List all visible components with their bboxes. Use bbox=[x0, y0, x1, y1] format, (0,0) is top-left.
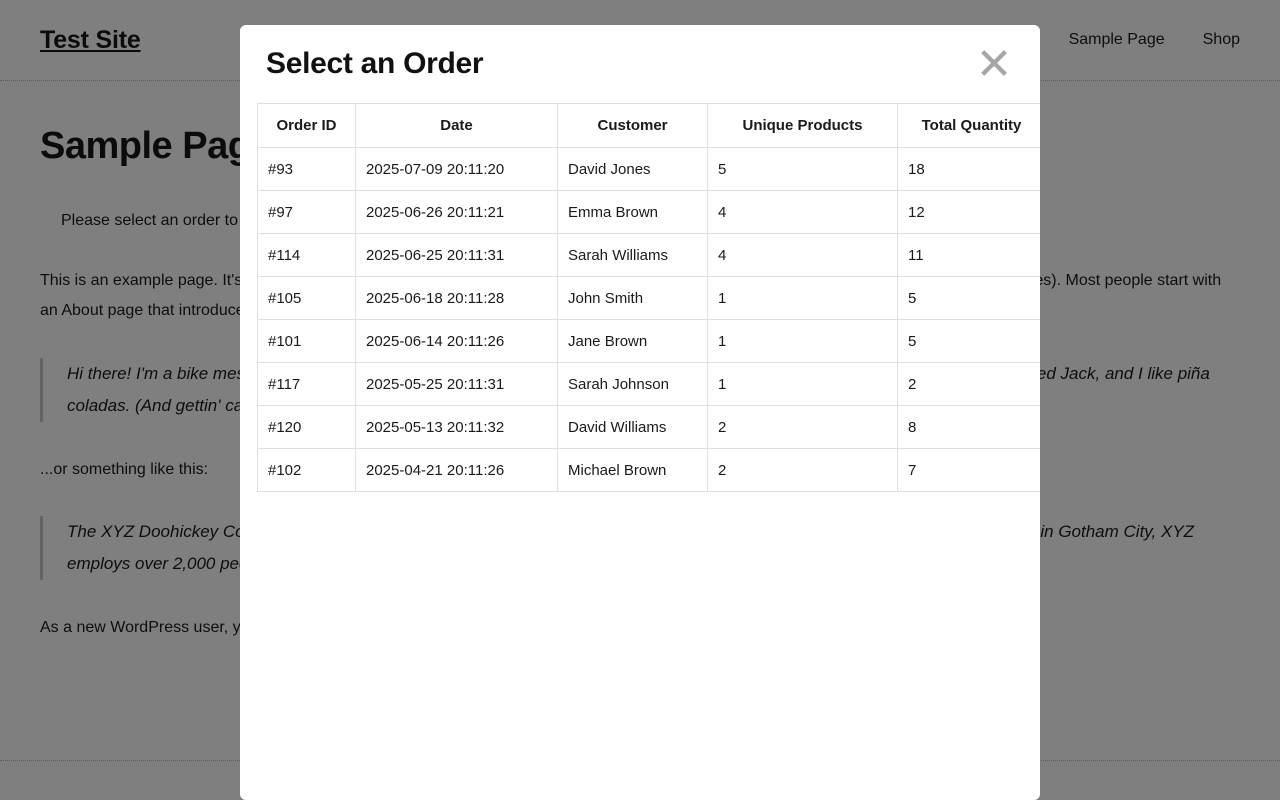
table-row[interactable]: #93 2025-07-09 20:11:20 David Jones 5 18 bbox=[257, 147, 1040, 191]
cell-total-quantity: 7 bbox=[897, 448, 1040, 492]
cell-date: 2025-06-26 20:11:21 bbox=[355, 190, 558, 234]
cell-order-id: #102 bbox=[257, 448, 356, 492]
orders-table-body: #93 2025-07-09 20:11:20 David Jones 5 18 #97 2… bbox=[257, 147, 1040, 492]
cell-total-quantity: 12 bbox=[897, 190, 1040, 234]
cell-customer: Emma Brown bbox=[557, 190, 708, 234]
cell-order-id: #105 bbox=[257, 276, 356, 320]
cell-customer: Michael Brown bbox=[557, 448, 708, 492]
cell-customer: Sarah Johnson bbox=[557, 362, 708, 406]
cell-unique-products: 2 bbox=[707, 448, 898, 492]
column-header-date[interactable]: Date bbox=[355, 103, 558, 148]
cell-unique-products: 1 bbox=[707, 276, 898, 320]
cell-unique-products: 4 bbox=[707, 233, 898, 277]
cell-order-id: #101 bbox=[257, 319, 356, 363]
table-row[interactable]: #117 2025-05-25 20:11:31 Sarah Johnson 1 2 bbox=[257, 362, 1040, 406]
cell-order-id: #97 bbox=[257, 190, 356, 234]
cell-unique-products: 2 bbox=[707, 405, 898, 449]
cell-total-quantity: 5 bbox=[897, 319, 1040, 363]
table-row[interactable]: #102 2025-04-21 20:11:26 Michael Brown 2 7 bbox=[257, 448, 1040, 492]
cell-customer: David Williams bbox=[557, 405, 708, 449]
orders-table-head: Order ID Date Customer Unique Products T… bbox=[257, 103, 1040, 148]
cell-unique-products: 1 bbox=[707, 319, 898, 363]
cell-date: 2025-04-21 20:11:26 bbox=[355, 448, 558, 492]
cell-date: 2025-05-25 20:11:31 bbox=[355, 362, 558, 406]
orders-table-wrapper: Order ID Date Customer Unique Products T… bbox=[240, 103, 1040, 492]
cell-date: 2025-05-13 20:11:32 bbox=[355, 405, 558, 449]
cell-total-quantity: 8 bbox=[897, 405, 1040, 449]
cell-customer: Sarah Williams bbox=[557, 233, 708, 277]
cell-customer: Jane Brown bbox=[557, 319, 708, 363]
column-header-order-id[interactable]: Order ID bbox=[257, 103, 356, 148]
table-row[interactable]: #114 2025-06-25 20:11:31 Sarah Williams 4 11 bbox=[257, 233, 1040, 277]
orders-table: Order ID Date Customer Unique Products T… bbox=[257, 103, 1040, 492]
column-header-unique-products[interactable]: Unique Products bbox=[707, 103, 898, 148]
cell-order-id: #117 bbox=[257, 362, 356, 406]
table-row[interactable]: #105 2025-06-18 20:11:28 John Smith 1 5 bbox=[257, 276, 1040, 320]
cell-order-id: #93 bbox=[257, 147, 356, 191]
table-header-row: Order ID Date Customer Unique Products T… bbox=[257, 103, 1040, 148]
cell-date: 2025-06-25 20:11:31 bbox=[355, 233, 558, 277]
cell-unique-products: 4 bbox=[707, 190, 898, 234]
cell-total-quantity: 18 bbox=[897, 147, 1040, 191]
cell-date: 2025-06-14 20:11:26 bbox=[355, 319, 558, 363]
column-header-total-quantity[interactable]: Total Quantity bbox=[897, 103, 1040, 148]
modal-title: Select an Order bbox=[266, 47, 484, 80]
table-row[interactable]: #120 2025-05-13 20:11:32 David Williams 2 8 bbox=[257, 405, 1040, 449]
table-row[interactable]: #101 2025-06-14 20:11:26 Jane Brown 1 5 bbox=[257, 319, 1040, 363]
close-icon[interactable]: ✕ bbox=[969, 40, 1019, 90]
cell-customer: David Jones bbox=[557, 147, 708, 191]
cell-unique-products: 5 bbox=[707, 147, 898, 191]
cell-total-quantity: 5 bbox=[897, 276, 1040, 320]
cell-order-id: #120 bbox=[257, 405, 356, 449]
modal-header: Select an Order ✕ bbox=[240, 25, 1040, 103]
select-order-modal: Select an Order ✕ Order ID Date Customer… bbox=[240, 25, 1040, 800]
cell-date: 2025-07-09 20:11:20 bbox=[355, 147, 558, 191]
cell-order-id: #114 bbox=[257, 233, 356, 277]
cell-total-quantity: 2 bbox=[897, 362, 1040, 406]
column-header-customer[interactable]: Customer bbox=[557, 103, 708, 148]
cell-date: 2025-06-18 20:11:28 bbox=[355, 276, 558, 320]
cell-customer: John Smith bbox=[557, 276, 708, 320]
cell-total-quantity: 11 bbox=[897, 233, 1040, 277]
cell-unique-products: 1 bbox=[707, 362, 898, 406]
table-row[interactable]: #97 2025-06-26 20:11:21 Emma Brown 4 12 bbox=[257, 190, 1040, 234]
